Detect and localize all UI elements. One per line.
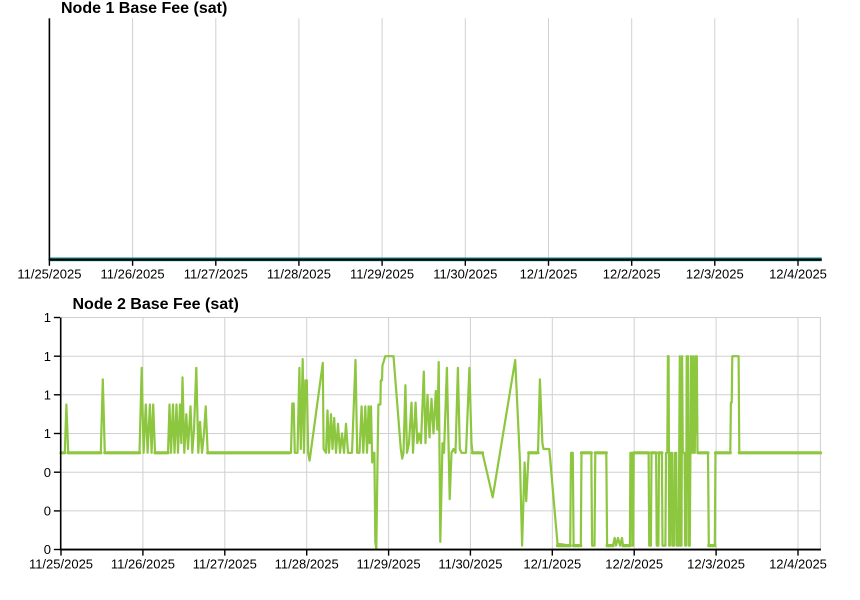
svg-text:11/28/2025: 11/28/2025	[275, 557, 339, 572]
svg-text:12/1/2025: 12/1/2025	[523, 557, 581, 572]
svg-text:11/25/2025: 11/25/2025	[17, 267, 81, 282]
svg-text:11/29/2025: 11/29/2025	[350, 267, 414, 282]
svg-text:12/2/2025: 12/2/2025	[603, 267, 661, 282]
svg-text:1: 1	[44, 349, 51, 364]
svg-text:11/30/2025: 11/30/2025	[438, 557, 502, 572]
svg-text:11/26/2025: 11/26/2025	[101, 267, 165, 282]
svg-text:0: 0	[44, 542, 51, 557]
svg-text:1: 1	[44, 310, 51, 325]
svg-text:11/27/2025: 11/27/2025	[193, 557, 257, 572]
svg-text:12/4/2025: 12/4/2025	[769, 557, 827, 572]
svg-text:11/28/2025: 11/28/2025	[267, 267, 331, 282]
svg-text:12/2/2025: 12/2/2025	[605, 557, 663, 572]
svg-text:0: 0	[44, 504, 51, 519]
svg-text:Node 2 Base Fee (sat): Node 2 Base Fee (sat)	[73, 296, 239, 313]
svg-text:0: 0	[44, 465, 51, 480]
svg-text:11/29/2025: 11/29/2025	[357, 557, 421, 572]
svg-text:11/26/2025: 11/26/2025	[111, 557, 175, 572]
svg-text:Node 1 Base Fee (sat): Node 1 Base Fee (sat)	[61, 0, 227, 17]
svg-text:1: 1	[44, 388, 51, 403]
svg-text:1: 1	[44, 426, 51, 441]
svg-text:12/3/2025: 12/3/2025	[687, 557, 745, 572]
svg-text:11/27/2025: 11/27/2025	[184, 267, 248, 282]
svg-text:12/1/2025: 12/1/2025	[520, 267, 578, 282]
svg-text:12/3/2025: 12/3/2025	[686, 267, 744, 282]
svg-text:12/4/2025: 12/4/2025	[769, 267, 827, 282]
svg-text:11/25/2025: 11/25/2025	[29, 557, 93, 572]
svg-text:11/30/2025: 11/30/2025	[433, 267, 497, 282]
